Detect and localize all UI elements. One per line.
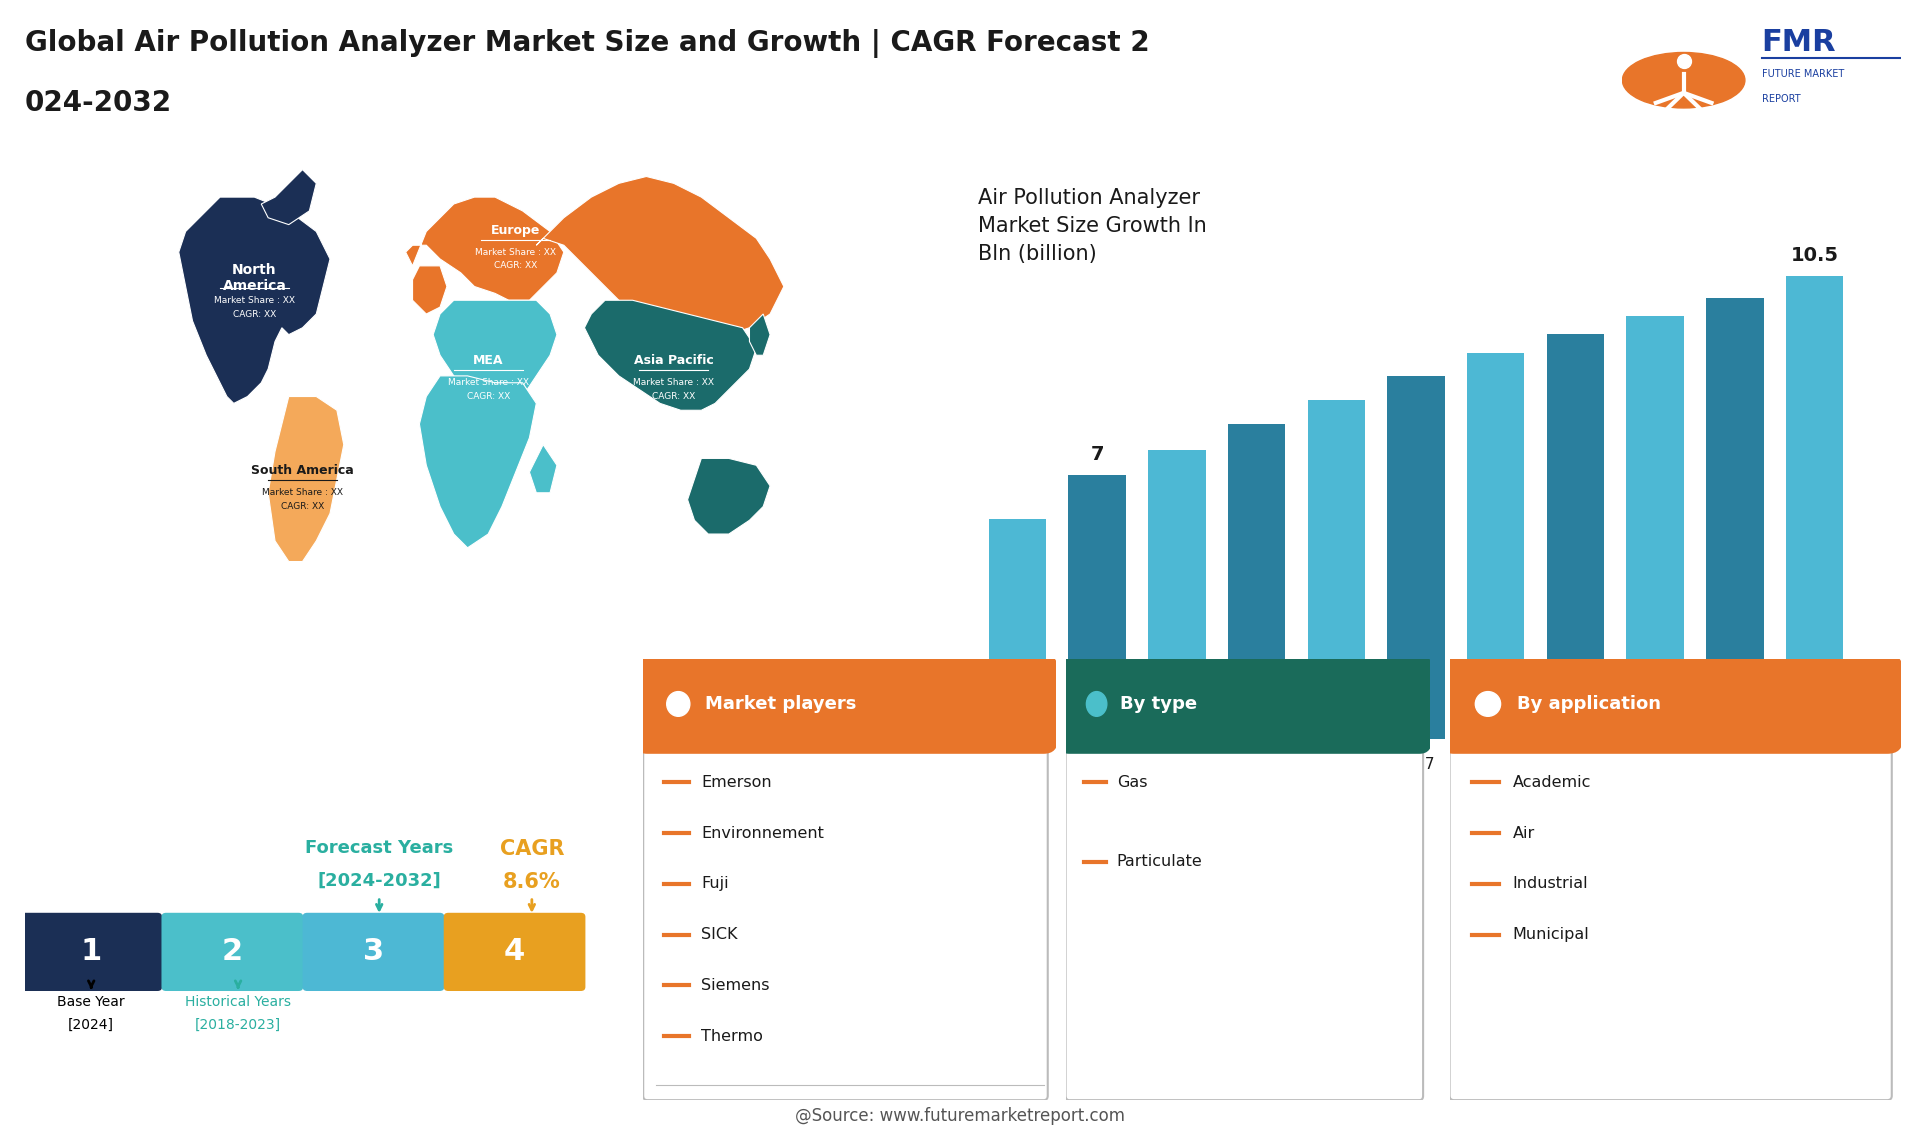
Polygon shape	[419, 376, 536, 548]
Text: Market Share : XX: Market Share : XX	[474, 248, 557, 257]
Text: 4: 4	[503, 937, 526, 966]
Text: Siemens: Siemens	[701, 978, 770, 992]
FancyBboxPatch shape	[161, 912, 303, 991]
Polygon shape	[179, 197, 330, 403]
Text: 2029: 2029	[1555, 756, 1596, 771]
Text: Global Air Pollution Analyzer Market Size and Growth | CAGR Forecast 2: Global Air Pollution Analyzer Market Siz…	[25, 29, 1150, 57]
FancyBboxPatch shape	[1056, 654, 1432, 754]
Circle shape	[666, 691, 689, 716]
FancyBboxPatch shape	[21, 912, 161, 991]
Bar	[1068, 474, 1125, 739]
Text: FMR: FMR	[1763, 28, 1836, 57]
Polygon shape	[269, 397, 344, 562]
FancyBboxPatch shape	[634, 654, 1058, 754]
Bar	[1388, 376, 1444, 739]
Polygon shape	[405, 197, 564, 300]
Polygon shape	[687, 458, 770, 534]
Text: Gas: Gas	[1117, 775, 1146, 790]
Text: Academic: Academic	[1513, 775, 1592, 790]
Text: Asia Pacific: Asia Pacific	[634, 354, 714, 367]
Text: [2024]: [2024]	[69, 1018, 113, 1033]
Text: 2022: 2022	[998, 756, 1037, 771]
Text: 3: 3	[363, 937, 384, 966]
Polygon shape	[434, 300, 557, 417]
Text: Market Share : XX: Market Share : XX	[261, 488, 344, 497]
FancyBboxPatch shape	[303, 912, 444, 991]
Text: Fuji: Fuji	[701, 877, 728, 892]
Polygon shape	[530, 445, 557, 493]
Bar	[989, 519, 1046, 739]
Text: Europe: Europe	[492, 223, 540, 236]
Text: South America: South America	[252, 464, 353, 477]
Bar	[1148, 450, 1206, 739]
Bar	[1229, 424, 1284, 739]
Text: CAGR: XX: CAGR: XX	[280, 502, 324, 511]
Polygon shape	[261, 170, 317, 225]
Polygon shape	[584, 300, 756, 410]
Text: Emerson: Emerson	[701, 775, 772, 790]
Text: SICK: SICK	[701, 927, 737, 942]
Text: 8.6%: 8.6%	[503, 872, 561, 892]
Text: Thermo: Thermo	[701, 1029, 762, 1044]
FancyBboxPatch shape	[444, 912, 586, 991]
Bar	[1548, 333, 1603, 739]
Text: CAGR: XX: CAGR: XX	[467, 392, 511, 401]
Circle shape	[1475, 691, 1501, 716]
Polygon shape	[413, 266, 447, 314]
Text: CAGR: XX: CAGR: XX	[232, 309, 276, 319]
Bar	[1308, 400, 1365, 739]
Text: 2030: 2030	[1636, 756, 1674, 771]
Text: Municipal: Municipal	[1513, 927, 1590, 942]
Text: [2024-2032]: [2024-2032]	[317, 872, 442, 889]
Text: Market Share : XX: Market Share : XX	[447, 378, 528, 387]
Circle shape	[1622, 53, 1745, 108]
Bar	[1626, 316, 1684, 739]
Polygon shape	[536, 176, 783, 342]
FancyBboxPatch shape	[1066, 738, 1423, 1100]
Text: Market Share : XX: Market Share : XX	[213, 296, 296, 305]
Text: 2032: 2032	[1795, 756, 1834, 771]
Text: CAGR: CAGR	[499, 839, 564, 860]
Text: @Source: www.futuremarketreport.com: @Source: www.futuremarketreport.com	[795, 1107, 1125, 1125]
Text: [2018-2023]: [2018-2023]	[196, 1018, 280, 1033]
Text: FUTURE MARKET: FUTURE MARKET	[1763, 69, 1843, 79]
Text: 024-2032: 024-2032	[25, 89, 173, 117]
Text: By type: By type	[1121, 694, 1198, 713]
Text: 2027: 2027	[1396, 756, 1436, 771]
Text: By application: By application	[1517, 694, 1661, 713]
Text: 7: 7	[1091, 445, 1104, 464]
Text: Market Share : XX: Market Share : XX	[634, 378, 714, 387]
Circle shape	[1087, 691, 1106, 716]
Bar	[1467, 353, 1524, 739]
Text: CAGR: XX: CAGR: XX	[493, 261, 538, 270]
Text: 2026: 2026	[1317, 756, 1356, 771]
Bar	[1786, 276, 1843, 739]
FancyBboxPatch shape	[1438, 654, 1903, 754]
Text: 2028: 2028	[1476, 756, 1515, 771]
Text: Industrial: Industrial	[1513, 877, 1588, 892]
Text: 2031: 2031	[1716, 756, 1755, 771]
Text: Air: Air	[1513, 826, 1534, 841]
Text: Market players: Market players	[705, 694, 856, 713]
Text: 2025: 2025	[1236, 756, 1275, 771]
Bar	[1707, 298, 1764, 739]
Text: Forecast Years: Forecast Years	[305, 839, 453, 857]
Text: 2: 2	[221, 937, 244, 966]
Text: Base Year: Base Year	[58, 995, 125, 1008]
Text: 2023: 2023	[1077, 756, 1116, 771]
Text: REPORT: REPORT	[1763, 94, 1801, 104]
Text: 1: 1	[81, 937, 102, 966]
Text: 10.5: 10.5	[1791, 246, 1839, 266]
FancyBboxPatch shape	[1450, 738, 1891, 1100]
FancyBboxPatch shape	[643, 738, 1048, 1100]
Text: Environnement: Environnement	[701, 826, 824, 841]
Text: 2024: 2024	[1158, 756, 1196, 771]
Text: MEA: MEA	[472, 354, 503, 367]
Text: Air Pollution Analyzer
Market Size Growth In
Bln (billion): Air Pollution Analyzer Market Size Growt…	[977, 188, 1206, 265]
Text: Historical Years: Historical Years	[184, 995, 292, 1008]
Text: Particulate: Particulate	[1117, 855, 1202, 870]
Text: CAGR: XX: CAGR: XX	[653, 392, 695, 401]
Text: North
America: North America	[223, 264, 286, 293]
Polygon shape	[749, 314, 770, 355]
